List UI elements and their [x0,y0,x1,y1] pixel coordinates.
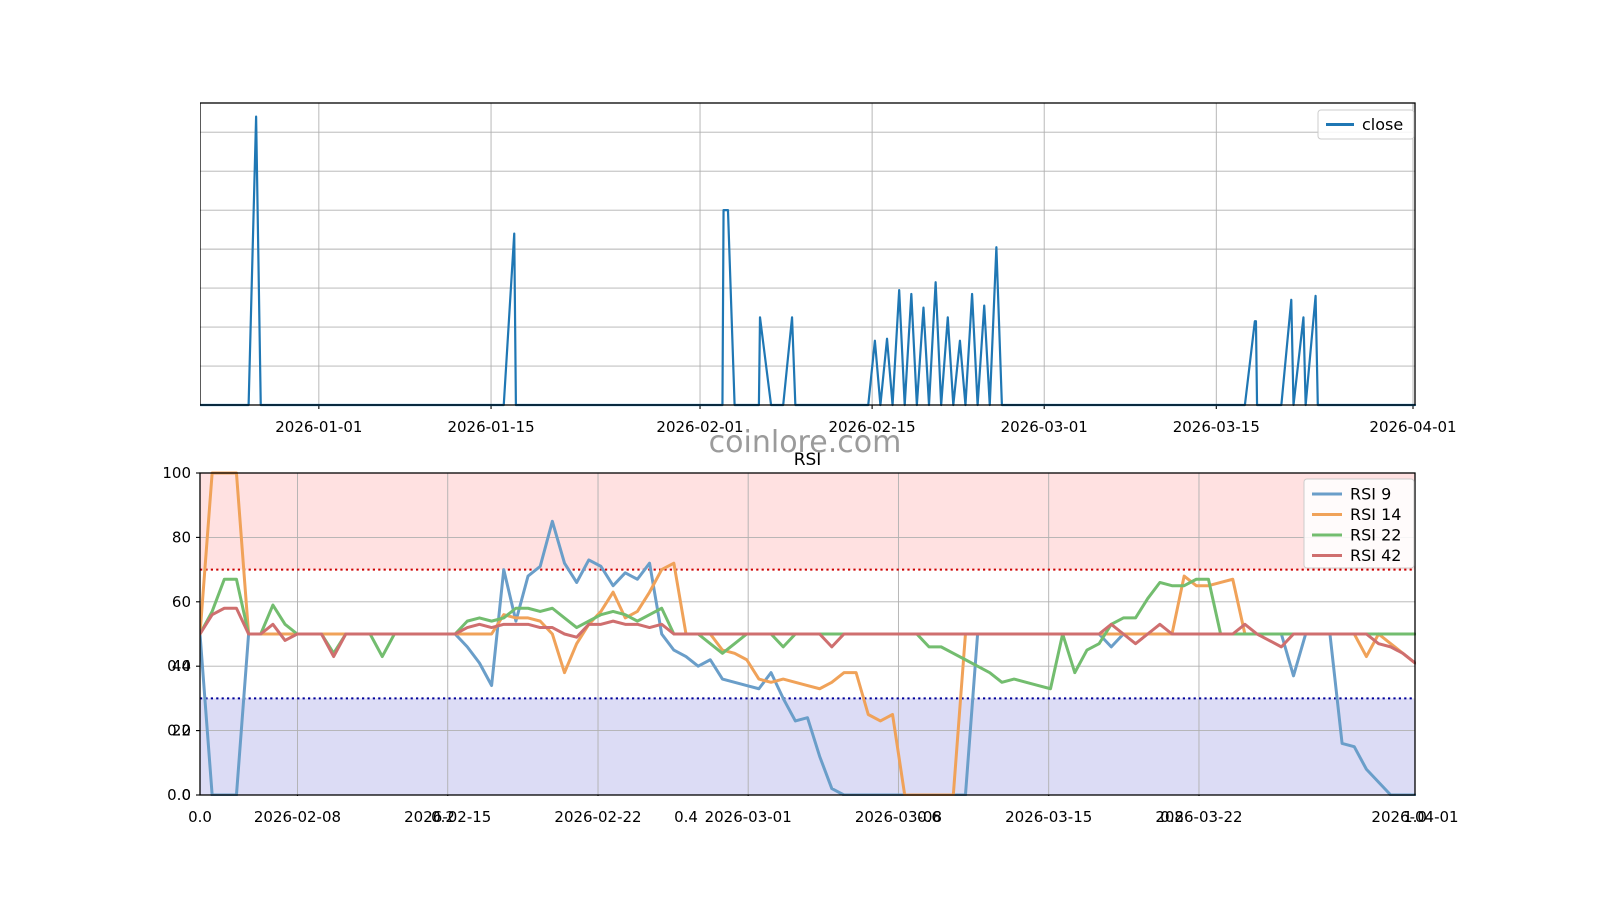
rsi-xtick-label-repaint-7: 2026-04-01 [1371,808,1458,826]
rsi-overlay-ytick-label-repaint-2: 0.4 [167,657,191,675]
rsi-xtick-label-repaint-0: 2026-02-08 [254,808,341,826]
rsi-below-axis-mask [0,796,1600,900]
rsi-ytick-label-repaint-3: 60 [172,593,191,611]
price-xtick-label-3: 2026-02-15 [829,418,916,436]
price-series-close [198,115,1417,407]
rsi-oversold-band [200,698,1415,795]
price-axes-frame [199,102,1416,406]
price-legend-box [1317,109,1415,140]
rsi-overlay-ytick-label-repaint-1: 0.2 [167,722,191,740]
rsi-panel-title: RSI [794,450,822,470]
price-xtick-label-5: 2026-03-15 [1173,418,1260,436]
rsi-legend-label-rsi-14: RSI 14 [1350,505,1401,524]
rsi-overlay-xtick-label-repaint-4: 0.8 [1160,808,1184,826]
rsi-xtick-label-repaint-6: 2026-03-22 [1155,808,1242,826]
rsi-legend-label-rsi-42: RSI 42 [1350,546,1401,565]
rsi-ytick-label-repaint-1: 20 [172,722,191,740]
rsi-overlay-xtick-label-repaint-2: 0.4 [674,808,698,826]
rsi-ytick-label-repaint-0: 0 [181,786,191,804]
coinlore-watermark: coinlore.com [709,425,902,460]
price-xtick-label-4: 2026-03-01 [1001,418,1088,436]
rsi-xtick-label-repaint-5: 2026-03-15 [1005,808,1092,826]
right-margin-mask [1416,473,1600,900]
price-legend-label-close: close [1362,115,1403,134]
rsi-overlay-xtick-label-repaint-0: 0.0 [188,808,212,826]
price-xtick-label-0: 2026-01-01 [275,418,362,436]
rsi-xtick-label-repaint-2: 2026-02-22 [554,808,641,826]
left-margin-mask [0,0,200,900]
rsi-legend-label-rsi-22: RSI 22 [1350,526,1401,545]
rsi-xtick-label-repaint-1: 2026-02-15 [404,808,491,826]
rsi-legend-label-rsi-9: RSI 9 [1350,485,1391,504]
price-xtick-label-1: 2026-01-15 [447,418,534,436]
rsi-ytick-label-repaint-2: 40 [172,657,191,675]
rsi-axes-frame [199,472,1416,796]
price-xtick-label-2: 2026-02-01 [656,418,743,436]
rsi-ytick-label-repaint-4: 80 [172,528,191,546]
rsi-overlay-xtick-label-repaint-3: 0.6 [917,808,941,826]
rsi-overlay-xtick-label-repaint-1: 0.2 [431,808,455,826]
rsi-legend-box [1303,478,1415,569]
rsi-xtick-label-repaint-4: 2026-03-08 [855,808,942,826]
rsi-overlay-ytick-label-repaint-0: 0.0 [167,786,191,804]
price-xtick-label-6: 2026-04-01 [1369,418,1456,436]
rsi-ytick-label-repaint-5: 100 [162,464,191,482]
rsi-xtick-label-repaint-3: 2026-03-01 [705,808,792,826]
rsi-series-rsi-42 [198,606,1417,665]
rsi-overbought-band [200,473,1415,570]
rsi-overlay-xtick-label-repaint-5: 1.0 [1403,808,1427,826]
